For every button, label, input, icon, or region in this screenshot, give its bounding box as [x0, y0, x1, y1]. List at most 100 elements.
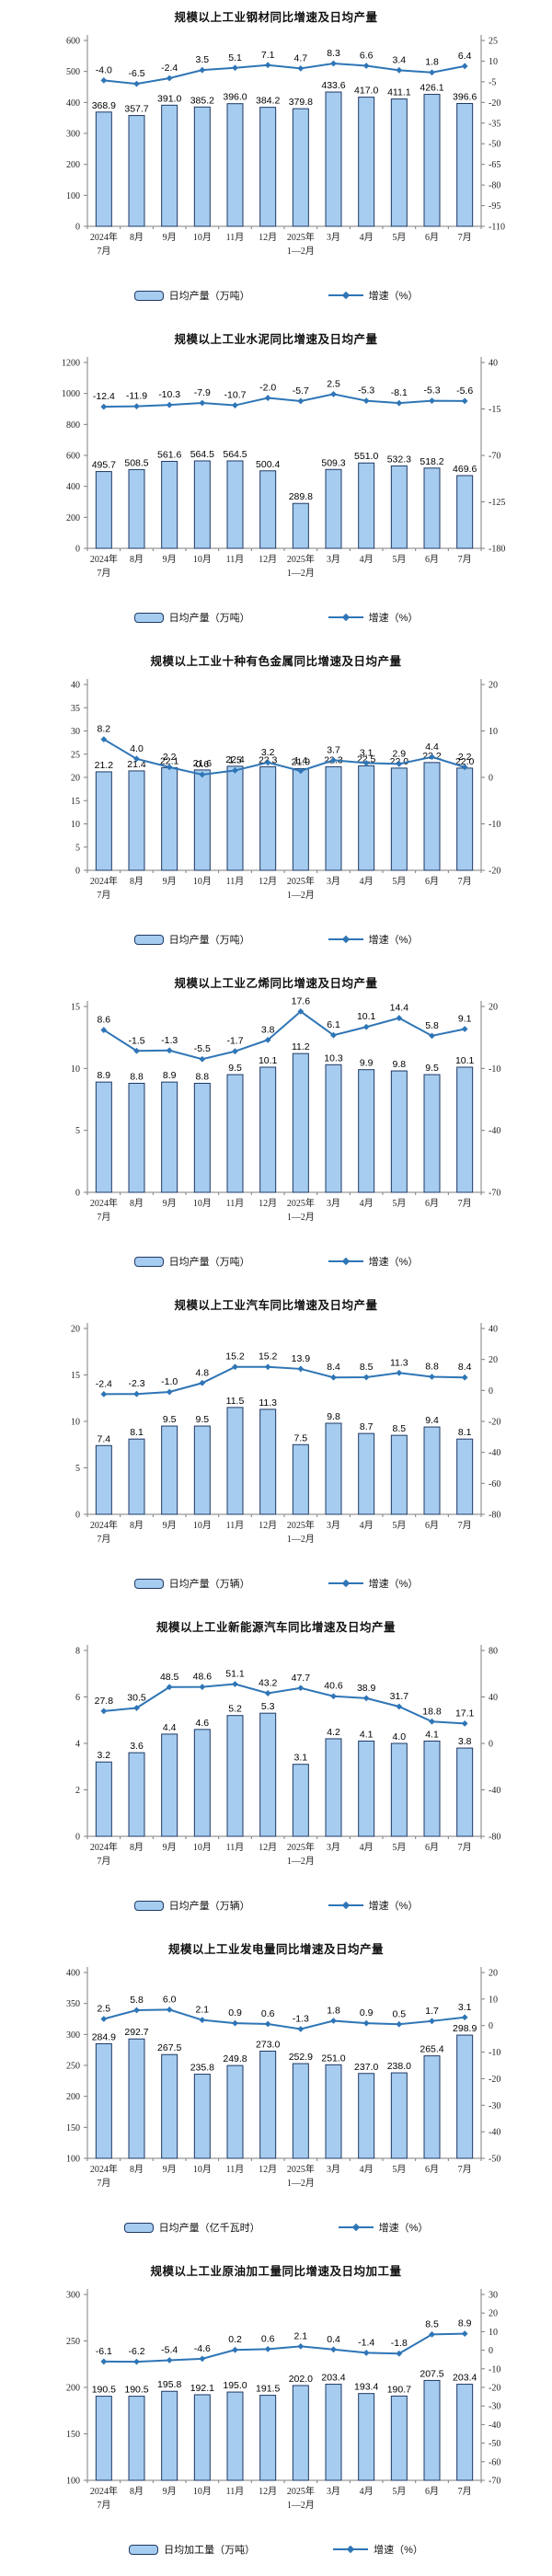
x-axis-category-label: 1—2月 — [287, 2500, 315, 2511]
left-axis-tick-label: 300 — [66, 2291, 80, 2301]
left-axis-tick-label: 15 — [71, 1371, 80, 1381]
line-marker — [461, 2330, 468, 2338]
right-axis-tick-label: -20 — [489, 1418, 500, 1428]
x-axis-category-label: 2024年 — [90, 2163, 118, 2175]
x-axis-category-label: 8月 — [130, 554, 144, 565]
right-axis-tick-label: -10 — [489, 1064, 500, 1075]
bar-swatch-icon — [133, 1900, 164, 1911]
right-axis-tick-label: -70 — [489, 2477, 500, 2487]
line-swatch-icon — [333, 2548, 369, 2550]
legend-item-line: 增速（%） — [328, 288, 419, 303]
line-marker — [396, 1703, 403, 1710]
bar-value-label: 564.5 — [190, 449, 214, 460]
x-axis-category-label: 3月 — [327, 1520, 340, 1531]
bar-value-label: 3.6 — [130, 1741, 144, 1752]
x-axis-category-label: 9月 — [163, 876, 177, 887]
right-axis-tick-label: 0 — [489, 774, 493, 784]
line-marker — [297, 397, 305, 405]
bar — [358, 2073, 375, 2159]
line-value-label: 10.1 — [357, 1011, 376, 1022]
x-axis-category-label: 7月 — [458, 2164, 472, 2175]
bar-value-label: 500.4 — [256, 459, 280, 470]
line-marker — [330, 391, 337, 397]
bar — [226, 460, 244, 549]
right-axis-tick-label: -50 — [489, 2155, 500, 2165]
bar-value-label: 237.0 — [354, 2062, 378, 2073]
x-axis-category-label: 1—2月 — [287, 2178, 315, 2189]
bar-value-label: 273.0 — [256, 2040, 280, 2051]
line-marker — [330, 60, 337, 67]
line-value-label: -11.9 — [126, 391, 147, 402]
line-value-label: -10.7 — [224, 390, 247, 401]
x-axis-category-label: 3月 — [327, 232, 340, 243]
bar — [325, 765, 342, 871]
x-axis-category-label: 4月 — [360, 2164, 374, 2175]
line-marker — [330, 2346, 337, 2353]
left-axis-tick-label: 300 — [66, 2030, 80, 2041]
x-axis-category-label: 5月 — [392, 1198, 406, 1209]
right-axis-tick-label: -20 — [489, 2075, 500, 2085]
line-value-label: 3.1 — [458, 2002, 472, 2013]
bar-value-label: 190.5 — [92, 2385, 116, 2396]
x-axis-category-label: 5月 — [392, 554, 406, 565]
legend-line-label: 增速（%） — [368, 935, 419, 946]
right-axis-tick-label: -10 — [489, 2364, 500, 2375]
x-axis-category-label: 3月 — [327, 1198, 340, 1209]
x-axis-category-label: 7月 — [97, 2178, 110, 2189]
bar-value-label: 9.8 — [327, 1411, 340, 1422]
bar-swatch-icon — [133, 290, 164, 301]
bar-value-label: 4.4 — [163, 1722, 177, 1733]
line-marker — [461, 1720, 468, 1727]
x-axis-category-label: 9月 — [163, 2164, 177, 2175]
legend-line-label: 增速（%） — [368, 291, 419, 302]
bar-swatch-icon — [133, 1256, 164, 1267]
line-value-label: -5.4 — [161, 2345, 178, 2356]
legend-bar-label: 日均产量（万吨） — [168, 291, 250, 302]
line-marker — [232, 767, 238, 774]
line-marker — [232, 2019, 238, 2027]
bar — [95, 2043, 112, 2159]
x-axis-category-label: 4月 — [360, 1198, 374, 1209]
bar-value-label: 10.1 — [259, 1055, 278, 1066]
x-axis-category-label: 7月 — [97, 890, 110, 901]
growth-line — [103, 738, 466, 776]
x-axis-category-label: 12月 — [259, 2164, 277, 2175]
bar-value-label: 9.5 — [425, 1063, 439, 1074]
bar — [292, 502, 309, 549]
right-axis-tick-label: -80 — [489, 1833, 500, 1843]
bar — [259, 2051, 277, 2159]
right-axis-tick-label: 40 — [489, 359, 498, 369]
x-axis-category-label: 11月 — [226, 1198, 245, 1209]
bar — [325, 1064, 342, 1193]
line-value-label: 0.9 — [360, 2007, 374, 2018]
line-marker — [396, 760, 403, 767]
x-axis-category-label: 2024年 — [90, 1197, 118, 1209]
bar — [390, 2395, 408, 2481]
line-value-label: 0.6 — [261, 2008, 275, 2019]
right-axis-tick-label: -5 — [489, 77, 496, 87]
bar-swatch-icon — [133, 612, 164, 623]
left-axis-tick-label: 5 — [75, 1126, 80, 1136]
line-value-label: 3.5 — [196, 54, 210, 65]
bar — [259, 1066, 277, 1193]
line-value-label: 30.5 — [127, 1692, 146, 1703]
line-value-label: 3.7 — [327, 744, 340, 755]
bar — [259, 107, 277, 227]
left-axis-tick-label: 600 — [66, 452, 80, 462]
bar-value-label: 203.4 — [453, 2373, 477, 2384]
bar-value-label: 426.1 — [420, 83, 443, 94]
right-axis-tick-label: -80 — [489, 181, 500, 191]
x-axis-category-label: 9月 — [163, 1520, 177, 1531]
bar — [193, 1082, 211, 1193]
right-axis-tick-label: -60 — [489, 1479, 500, 1489]
x-axis-category-label: 11月 — [226, 1842, 245, 1853]
legend-line-label: 增速（%） — [368, 613, 419, 624]
x-axis-category-label: 10月 — [193, 1842, 212, 1853]
line-value-label: 8.4 — [458, 1362, 472, 1373]
line-marker — [166, 401, 173, 408]
line-marker — [100, 2358, 108, 2365]
line-value-label: 8.6 — [98, 1015, 111, 1026]
x-axis-category-label: 9月 — [163, 1842, 177, 1853]
line-marker — [429, 1718, 435, 1725]
